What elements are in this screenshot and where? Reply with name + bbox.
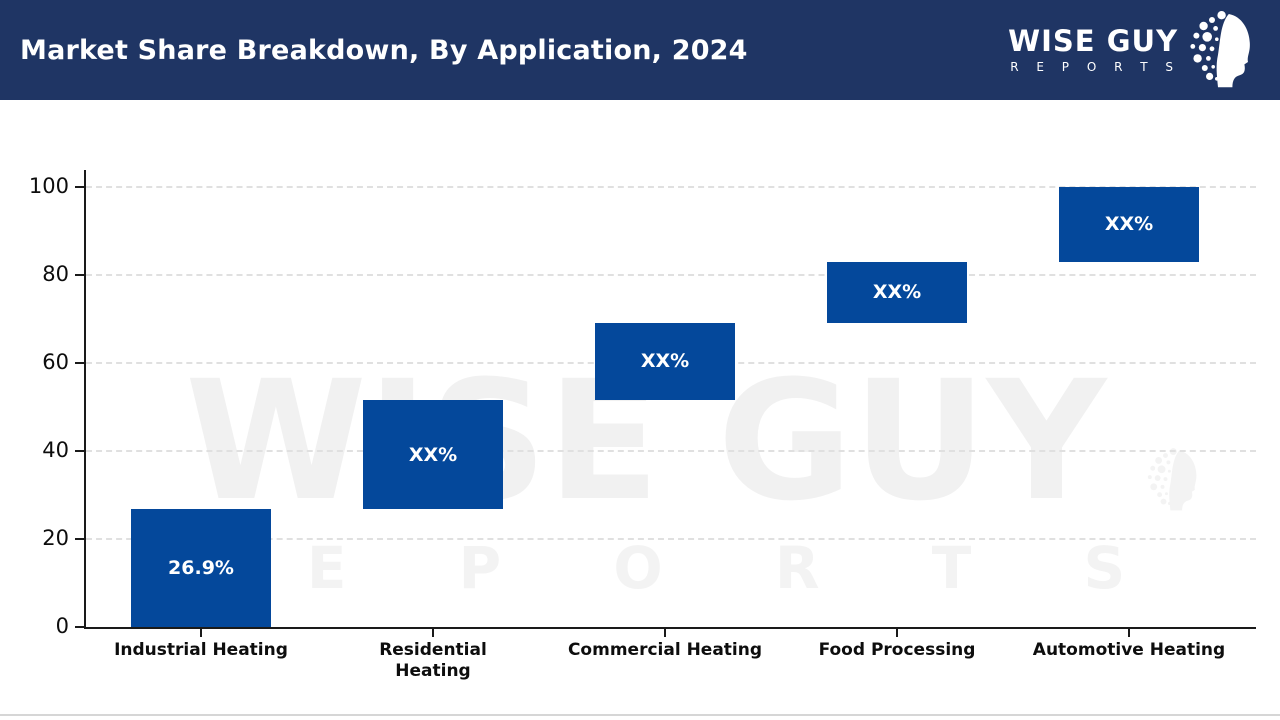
x-tick-industrial-heating bbox=[200, 629, 202, 637]
y-tick-label-60: 60 bbox=[42, 350, 69, 374]
y-tick-label-100: 100 bbox=[28, 174, 69, 198]
y-tick-0 bbox=[75, 626, 84, 628]
bar-automotive-heating: XX% bbox=[1059, 187, 1199, 262]
logo-text: WISE GUY R E P O R T S bbox=[1006, 23, 1180, 74]
bar-value-label-commercial-heating: XX% bbox=[640, 350, 690, 373]
header-bar: Market Share Breakdown, By Application, … bbox=[0, 0, 1280, 100]
bar-value-label-automotive-heating: XX% bbox=[1104, 213, 1154, 236]
page-title: Market Share Breakdown, By Application, … bbox=[20, 34, 748, 66]
x-tick-automotive-heating bbox=[1128, 629, 1130, 637]
y-tick-label-20: 20 bbox=[42, 526, 69, 550]
y-tick-40 bbox=[75, 450, 84, 452]
gridline-40 bbox=[86, 450, 1256, 452]
x-axis-label-commercial-heating: Commercial Heating bbox=[567, 640, 763, 660]
y-tick-label-0: 0 bbox=[55, 614, 69, 638]
bar-commercial-heating: XX% bbox=[595, 322, 735, 401]
y-tick-20 bbox=[75, 538, 84, 540]
y-tick-60 bbox=[75, 362, 84, 364]
x-axis-line bbox=[84, 627, 1256, 629]
bar-value-label-industrial-heating: 26.9% bbox=[168, 556, 234, 579]
bar-industrial-heating: 26.9% bbox=[131, 508, 271, 627]
logo-wordmark: WISE GUY bbox=[1008, 23, 1179, 58]
logo-head-icon bbox=[1190, 11, 1250, 88]
bar-value-label-residential-heating: XX% bbox=[408, 443, 458, 466]
bar-residential-heating: XX% bbox=[363, 400, 503, 509]
gridline-100 bbox=[86, 186, 1256, 188]
y-tick-label-80: 80 bbox=[42, 262, 69, 286]
bar-food-processing: XX% bbox=[827, 261, 967, 323]
watermark-head-icon bbox=[1148, 448, 1197, 511]
y-tick-label-40: 40 bbox=[42, 438, 69, 462]
bottom-border bbox=[0, 714, 1280, 716]
y-tick-80 bbox=[75, 274, 84, 276]
wise-guy-reports-logo: WISE GUY R E P O R T S bbox=[1006, 8, 1254, 92]
x-axis-label-automotive-heating: Automotive Heating bbox=[1032, 640, 1226, 660]
x-tick-residential-heating bbox=[432, 629, 434, 637]
logo-subtext: R E P O R T S bbox=[1010, 59, 1180, 74]
x-tick-commercial-heating bbox=[664, 629, 666, 637]
x-axis-label-industrial-heating: Industrial Heating bbox=[114, 640, 288, 660]
bar-value-label-food-processing: XX% bbox=[872, 281, 922, 304]
gridline-20 bbox=[86, 538, 1256, 540]
y-axis-line bbox=[84, 170, 86, 629]
chart-canvas: WISE GUY R E P O R T S 0 20 40 60 80 100 26.9%… bbox=[0, 100, 1280, 720]
gridline-80 bbox=[86, 274, 1256, 276]
y-tick-100 bbox=[75, 186, 84, 188]
x-axis-label-residential-heating: Residential Heating bbox=[379, 640, 487, 682]
x-tick-food-processing bbox=[896, 629, 898, 637]
watermark-subtext: R E P O R T S bbox=[150, 533, 1172, 602]
x-axis-label-food-processing: Food Processing bbox=[818, 640, 976, 660]
